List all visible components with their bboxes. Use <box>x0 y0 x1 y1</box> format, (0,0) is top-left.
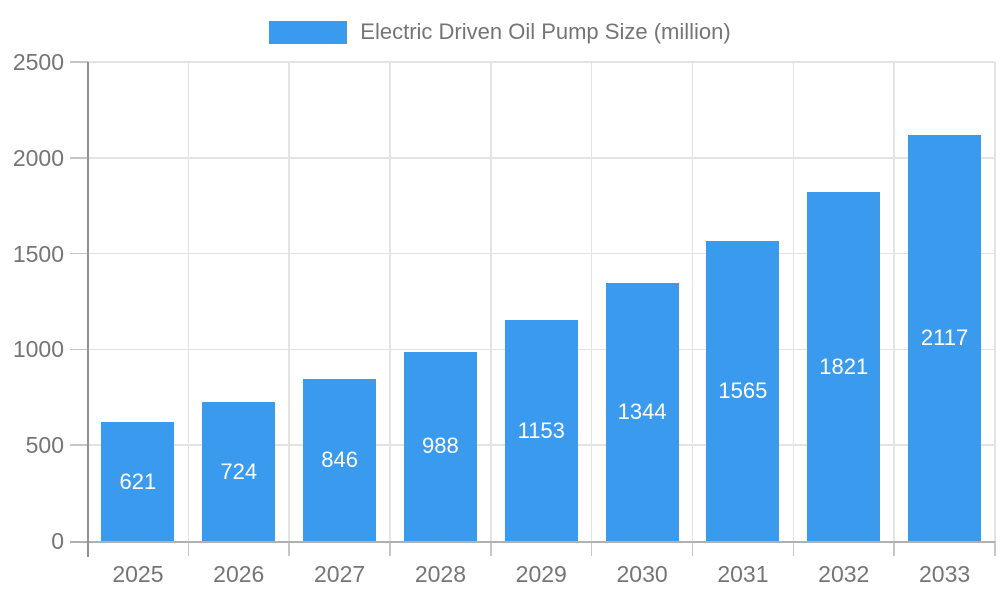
y-tick-label: 1500 <box>12 240 64 267</box>
x-axis-tick <box>490 541 492 556</box>
gridline-vertical <box>389 62 391 541</box>
bar-value-label: 1565 <box>718 378 768 404</box>
x-tick-label: 2031 <box>717 561 769 587</box>
x-axis-tick <box>590 541 593 556</box>
x-axis-line <box>70 541 995 543</box>
gridline-vertical <box>792 62 795 541</box>
x-axis-tick <box>187 541 190 556</box>
gridline-vertical <box>994 62 996 541</box>
bar-value-label: 2117 <box>920 325 969 351</box>
bar[interactable] <box>101 422 175 541</box>
y-tick-label: 0 <box>51 528 64 554</box>
y-axis-tick <box>70 252 88 255</box>
gridline-vertical <box>691 62 694 541</box>
x-tick-label: 2028 <box>414 561 466 587</box>
bar-value-label: 621 <box>119 468 157 494</box>
legend-swatch-icon <box>269 20 348 44</box>
x-tick-label: 2027 <box>313 561 366 587</box>
gridline-vertical <box>490 62 492 541</box>
x-tick-label: 2026 <box>213 561 265 587</box>
y-axis-tick <box>70 157 88 159</box>
bar[interactable] <box>303 378 377 541</box>
x-axis-tick <box>792 541 795 556</box>
bar[interactable] <box>504 320 578 541</box>
bar[interactable] <box>403 351 477 541</box>
bar[interactable] <box>807 192 881 541</box>
gridline-horizontal <box>87 157 995 159</box>
x-tick-label: 2032 <box>818 561 870 587</box>
x-tick-label: 2033 <box>918 561 971 587</box>
bar[interactable] <box>605 283 679 541</box>
bar-value-label: 1821 <box>819 353 869 379</box>
gridline-horizontal <box>87 61 995 63</box>
x-tick-label: 2025 <box>112 561 164 587</box>
gridline-vertical <box>893 62 895 541</box>
legend-label: Electric Driven Oil Pump Size (million) <box>360 19 731 44</box>
x-axis-tick <box>288 541 290 556</box>
x-tick-label: 2029 <box>515 561 567 587</box>
y-tick-label: 2000 <box>12 144 64 171</box>
y-axis-tick <box>70 444 88 446</box>
chart-legend[interactable]: Electric Driven Oil Pump Size (million) <box>0 19 1000 45</box>
gridline-vertical <box>187 62 190 541</box>
x-axis-tick <box>389 541 391 556</box>
x-axis-tick <box>691 541 694 556</box>
bar-value-label: 846 <box>321 446 358 472</box>
y-tick-label: 500 <box>25 432 64 459</box>
x-axis-tick <box>994 541 996 556</box>
bar-value-label: 724 <box>220 458 258 484</box>
x-tick-label: 2030 <box>616 561 668 587</box>
bar[interactable] <box>706 241 780 541</box>
x-axis-tick <box>893 541 895 556</box>
bar-value-label: 988 <box>422 433 459 459</box>
bar[interactable] <box>202 402 276 541</box>
gridline-vertical <box>288 62 290 541</box>
y-axis-tick <box>70 348 88 351</box>
gridline-horizontal <box>87 252 995 255</box>
y-axis-tick <box>70 61 88 63</box>
bar-value-label: 1153 <box>517 417 565 443</box>
bar-value-label: 1344 <box>617 399 667 425</box>
y-tick-label: 2500 <box>12 49 64 75</box>
gridline-vertical <box>590 62 593 541</box>
bar[interactable] <box>908 135 982 541</box>
y-axis-line <box>86 62 89 557</box>
y-tick-label: 1000 <box>12 336 64 363</box>
